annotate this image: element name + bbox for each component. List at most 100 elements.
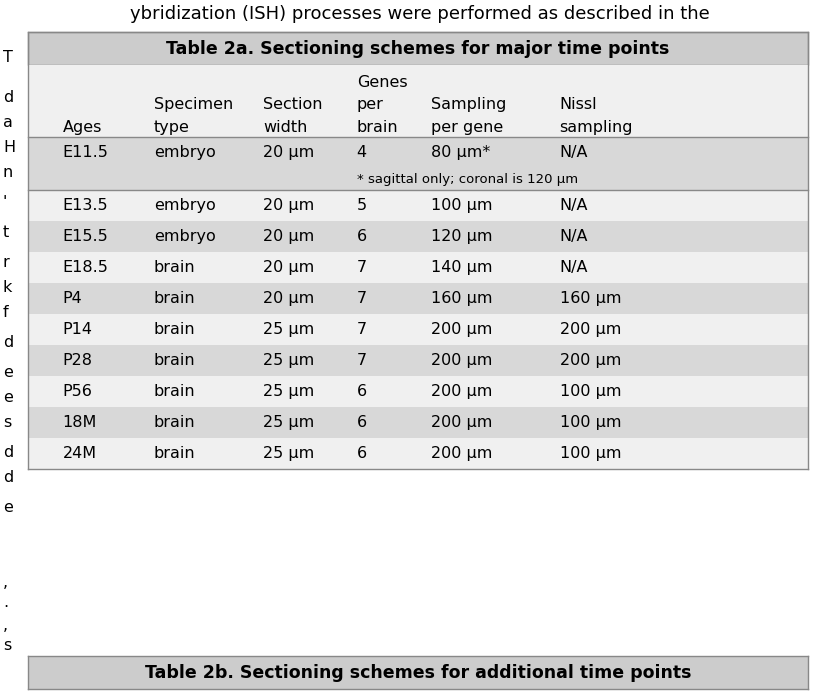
Text: brain: brain — [154, 384, 196, 399]
Text: E11.5: E11.5 — [63, 145, 109, 160]
Text: 6: 6 — [357, 384, 367, 399]
Bar — [28, 221, 808, 252]
Text: e: e — [3, 365, 13, 380]
Text: ': ' — [3, 195, 8, 210]
Text: t: t — [3, 225, 9, 240]
Text: k: k — [3, 280, 13, 295]
Text: 7: 7 — [357, 353, 367, 368]
Text: T: T — [3, 50, 13, 65]
Text: 20 μm: 20 μm — [263, 229, 314, 244]
Bar — [28, 376, 808, 407]
Text: E18.5: E18.5 — [63, 260, 109, 275]
Text: 80 μm*: 80 μm* — [431, 145, 490, 160]
Text: N/A: N/A — [559, 198, 588, 213]
Text: Nissl: Nissl — [559, 97, 597, 112]
Bar — [28, 407, 808, 438]
Text: brain: brain — [154, 322, 196, 337]
Text: d: d — [3, 90, 13, 105]
Text: 20 μm: 20 μm — [263, 260, 314, 275]
Text: embryo: embryo — [154, 198, 216, 213]
Text: embryo: embryo — [154, 145, 216, 160]
Text: Ages: Ages — [63, 120, 102, 135]
Text: d: d — [3, 445, 13, 460]
Text: type: type — [154, 120, 190, 135]
Text: ybridization (ISH) processes were performed as described in the: ybridization (ISH) processes were perfor… — [130, 5, 710, 23]
Bar — [28, 168, 808, 190]
Text: 200 μm: 200 μm — [431, 384, 492, 399]
Text: e: e — [3, 390, 13, 405]
Text: 200 μm: 200 μm — [431, 415, 492, 430]
Bar — [28, 65, 808, 137]
Text: 6: 6 — [357, 446, 367, 461]
Text: N/A: N/A — [559, 229, 588, 244]
Bar — [28, 190, 808, 221]
Text: 200 μm: 200 μm — [559, 322, 621, 337]
Text: 100 μm: 100 μm — [431, 198, 492, 213]
Bar — [28, 32, 808, 65]
Text: ,: , — [3, 575, 8, 590]
Text: ,: , — [3, 618, 8, 633]
Text: e: e — [3, 500, 13, 515]
Text: * sagittal only; coronal is 120 μm: * sagittal only; coronal is 120 μm — [357, 173, 578, 186]
Text: 100 μm: 100 μm — [559, 415, 621, 430]
Text: P14: P14 — [63, 322, 93, 337]
Bar — [28, 252, 808, 283]
Bar — [28, 137, 808, 168]
Text: 25 μm: 25 μm — [263, 353, 314, 368]
Text: brain: brain — [357, 120, 398, 135]
Text: n: n — [3, 165, 13, 180]
Text: 160 μm: 160 μm — [431, 291, 492, 306]
Text: 100 μm: 100 μm — [559, 446, 621, 461]
Text: 18M: 18M — [63, 415, 97, 430]
Text: Table 2a. Sectioning schemes for major time points: Table 2a. Sectioning schemes for major t… — [166, 40, 670, 58]
Text: width: width — [263, 120, 308, 135]
Text: embryo: embryo — [154, 229, 216, 244]
Text: 25 μm: 25 μm — [263, 446, 314, 461]
Text: Specimen: Specimen — [154, 97, 233, 112]
Bar — [28, 656, 808, 689]
Text: Section: Section — [263, 97, 323, 112]
Text: P4: P4 — [63, 291, 83, 306]
Text: 200 μm: 200 μm — [431, 353, 492, 368]
Text: .: . — [3, 595, 8, 610]
Text: 25 μm: 25 μm — [263, 322, 314, 337]
Text: brain: brain — [154, 291, 196, 306]
Text: 24M: 24M — [63, 446, 97, 461]
Text: per: per — [357, 97, 384, 112]
Text: N/A: N/A — [559, 260, 588, 275]
Text: 25 μm: 25 μm — [263, 415, 314, 430]
Text: P28: P28 — [63, 353, 93, 368]
Text: 7: 7 — [357, 322, 367, 337]
Text: 7: 7 — [357, 260, 367, 275]
Text: 20 μm: 20 μm — [263, 291, 314, 306]
Bar — [28, 345, 808, 376]
Text: P56: P56 — [63, 384, 93, 399]
Text: 20 μm: 20 μm — [263, 198, 314, 213]
Text: 6: 6 — [357, 415, 367, 430]
Text: s: s — [3, 415, 11, 430]
Text: f: f — [3, 305, 8, 320]
Text: brain: brain — [154, 353, 196, 368]
Text: brain: brain — [154, 260, 196, 275]
Text: Table 2b. Sectioning schemes for additional time points: Table 2b. Sectioning schemes for additio… — [145, 663, 691, 681]
Text: d: d — [3, 335, 13, 350]
Text: 200 μm: 200 μm — [559, 353, 621, 368]
Bar — [28, 283, 808, 314]
Text: a: a — [3, 115, 13, 130]
Text: 20 μm: 20 μm — [263, 145, 314, 160]
Text: 4: 4 — [357, 145, 367, 160]
Text: r: r — [3, 255, 10, 270]
Text: 140 μm: 140 μm — [431, 260, 492, 275]
Text: s: s — [3, 638, 11, 653]
Text: 7: 7 — [357, 291, 367, 306]
Text: Sampling: Sampling — [431, 97, 506, 112]
Text: 5: 5 — [357, 198, 367, 213]
Text: sampling: sampling — [559, 120, 633, 135]
Bar — [28, 438, 808, 469]
Text: N/A: N/A — [559, 145, 588, 160]
Text: 160 μm: 160 μm — [559, 291, 621, 306]
Text: 200 μm: 200 μm — [431, 446, 492, 461]
Text: brain: brain — [154, 446, 196, 461]
Text: 120 μm: 120 μm — [431, 229, 492, 244]
Text: 200 μm: 200 μm — [431, 322, 492, 337]
